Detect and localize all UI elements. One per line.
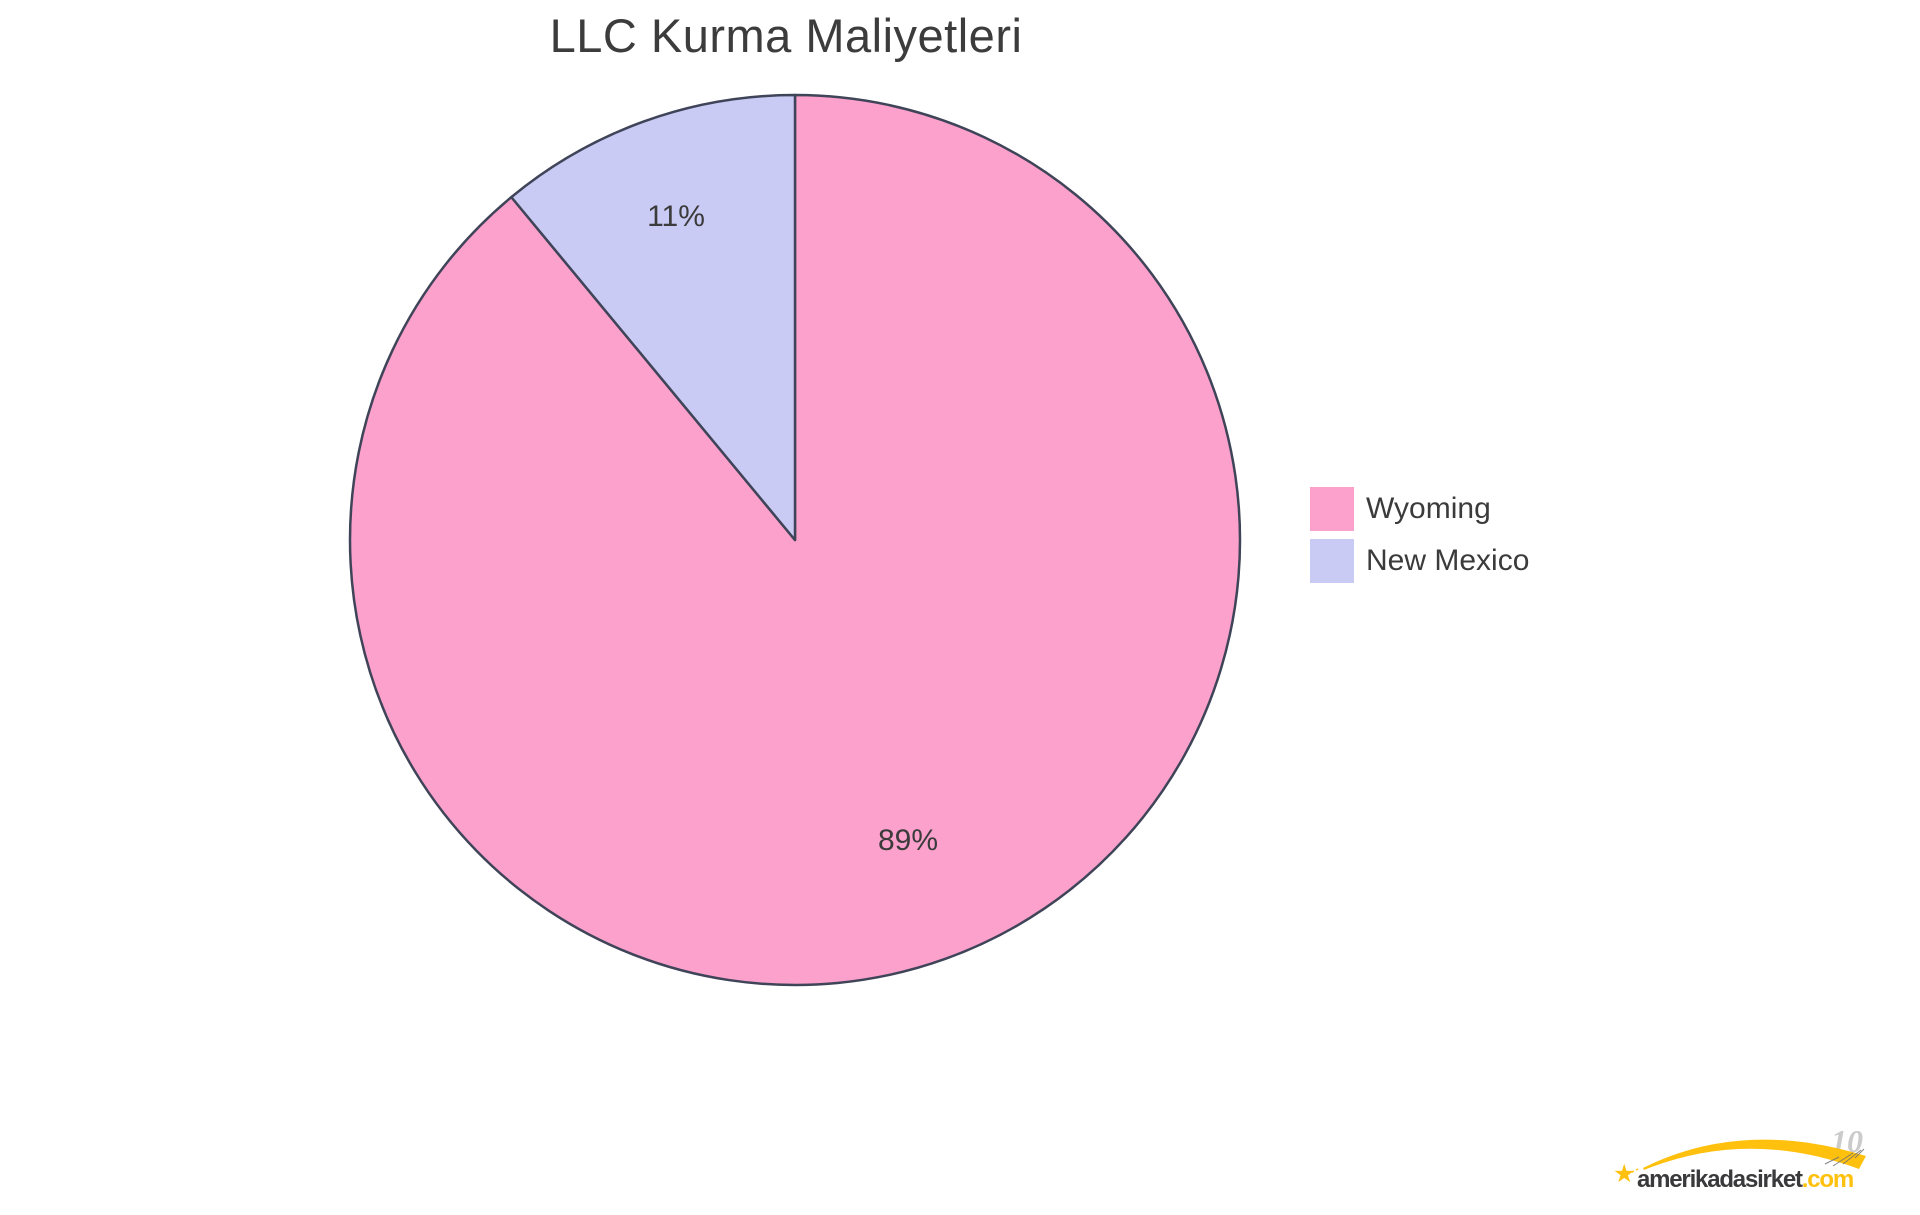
slice-label-wyoming: 89% — [877, 824, 939, 857]
chart-title: LLC Kurma Maliyetleri — [549, 9, 1023, 62]
legend-swatch-new-mexico — [1310, 539, 1354, 583]
legend: Wyoming New Mexico — [1310, 487, 1529, 583]
brand-logo: 10 ★ amerikadasirket.com — [1613, 1123, 1866, 1193]
brand-text: amerikadasirket.com — [1637, 1166, 1853, 1193]
star-icon: ★ — [1613, 1159, 1635, 1188]
brand-name: amerikadasirket — [1637, 1166, 1803, 1193]
pie-chart — [348, 93, 1242, 987]
legend-swatch-wyoming — [1310, 487, 1354, 531]
brand-tld: .com — [1802, 1166, 1853, 1193]
swoosh-icon — [1643, 1139, 1866, 1170]
scribble-icon — [1824, 1148, 1865, 1167]
legend-item-wyoming[interactable]: Wyoming — [1310, 487, 1529, 531]
legend-label-wyoming: Wyoming — [1366, 492, 1491, 525]
pie-slice-new-mexico[interactable] — [510, 93, 797, 542]
slice-label-new-mexico: 11% — [647, 200, 705, 233]
swoosh-trail-icon — [1622, 1167, 1641, 1178]
legend-item-new-mexico[interactable]: New Mexico — [1310, 539, 1529, 583]
legend-label-new-mexico: New Mexico — [1366, 544, 1530, 577]
